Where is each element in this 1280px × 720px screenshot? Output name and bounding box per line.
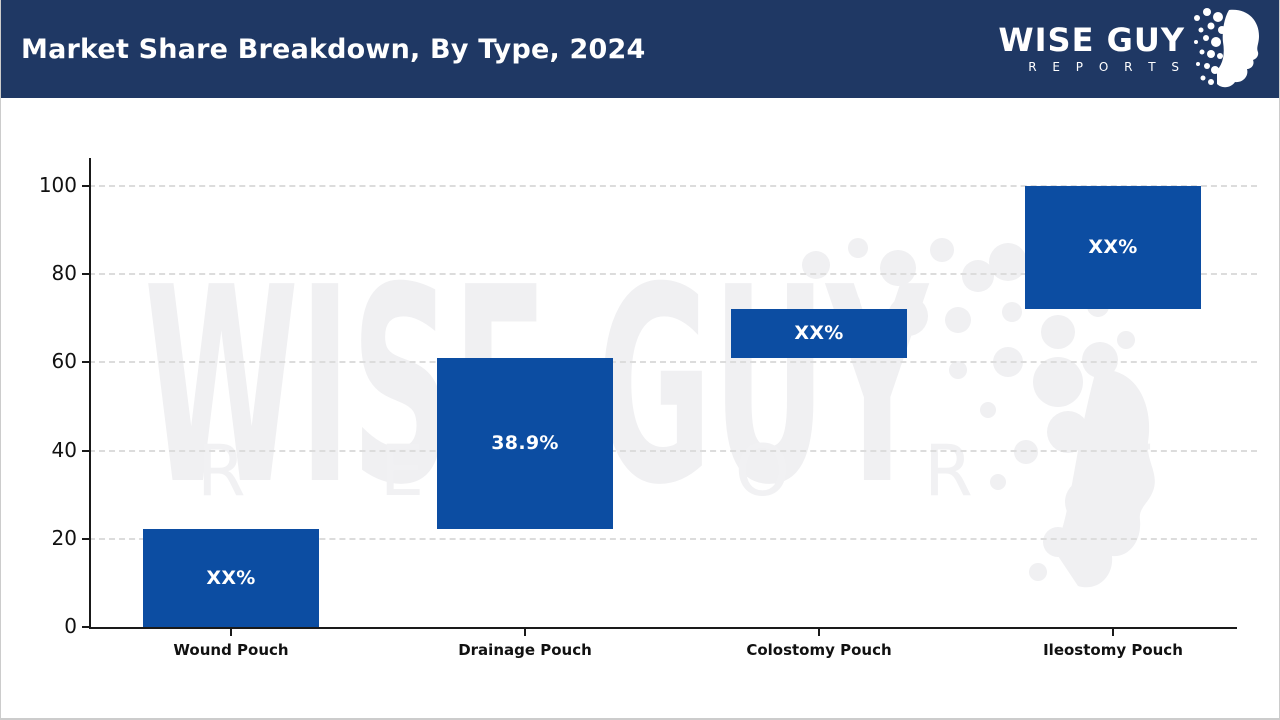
- brand-logo: WISE GUY R E P O R T S: [998, 4, 1263, 94]
- brand-logo-text: WISE GUY R E P O R T S: [998, 24, 1185, 74]
- gridline: [89, 185, 1257, 187]
- bar-value-label: 38.9%: [491, 432, 559, 455]
- gridline: [89, 537, 1257, 540]
- bar-value-label: XX%: [206, 567, 256, 590]
- x-axis-tickmark: [1112, 629, 1114, 636]
- x-tick-label: Colostomy Pouch: [746, 641, 892, 659]
- bar: XX%: [1025, 186, 1201, 309]
- y-axis-tickmark: [82, 449, 89, 452]
- y-tick-label: 80: [51, 261, 77, 286]
- header-band: Market Share Breakdown, By Type, 2024 WI…: [1, 0, 1279, 98]
- x-tick-label: Ileostomy Pouch: [1043, 641, 1183, 659]
- x-axis-line: [89, 627, 1237, 629]
- bar: XX%: [143, 529, 319, 627]
- x-axis-tickmark: [818, 629, 820, 636]
- y-tick-label: 40: [51, 437, 77, 462]
- y-axis-tickmark: [82, 185, 89, 187]
- brand-logo-subname: R E P O R T S: [1028, 60, 1185, 74]
- y-axis-tickmark: [82, 626, 89, 628]
- y-tick-label: 60: [51, 349, 77, 374]
- gridline: [89, 449, 1257, 452]
- y-axis-tickmark: [82, 537, 89, 540]
- brand-head-icon: [1189, 4, 1263, 94]
- page-title: Market Share Breakdown, By Type, 2024: [21, 33, 646, 65]
- x-tick-label: Drainage Pouch: [458, 641, 592, 659]
- x-tick-label: Wound Pouch: [173, 641, 289, 659]
- bar-value-label: XX%: [1088, 236, 1138, 259]
- gridline: [89, 273, 1257, 276]
- bar-value-label: XX%: [794, 322, 844, 345]
- gridline: [89, 361, 1257, 364]
- bar: 38.9%: [437, 357, 613, 530]
- y-tick-label: 20: [51, 525, 77, 550]
- y-axis-line: [89, 158, 91, 629]
- bar: XX%: [731, 308, 907, 358]
- x-axis-tickmark: [230, 629, 232, 636]
- y-tick-label: 100: [38, 173, 77, 197]
- y-axis-tickmark: [82, 361, 89, 364]
- y-tick-label: 0: [64, 614, 77, 638]
- y-axis-tickmark: [82, 273, 89, 276]
- x-axis-tickmark: [524, 629, 526, 636]
- brand-logo-name: WISE GUY: [998, 21, 1185, 59]
